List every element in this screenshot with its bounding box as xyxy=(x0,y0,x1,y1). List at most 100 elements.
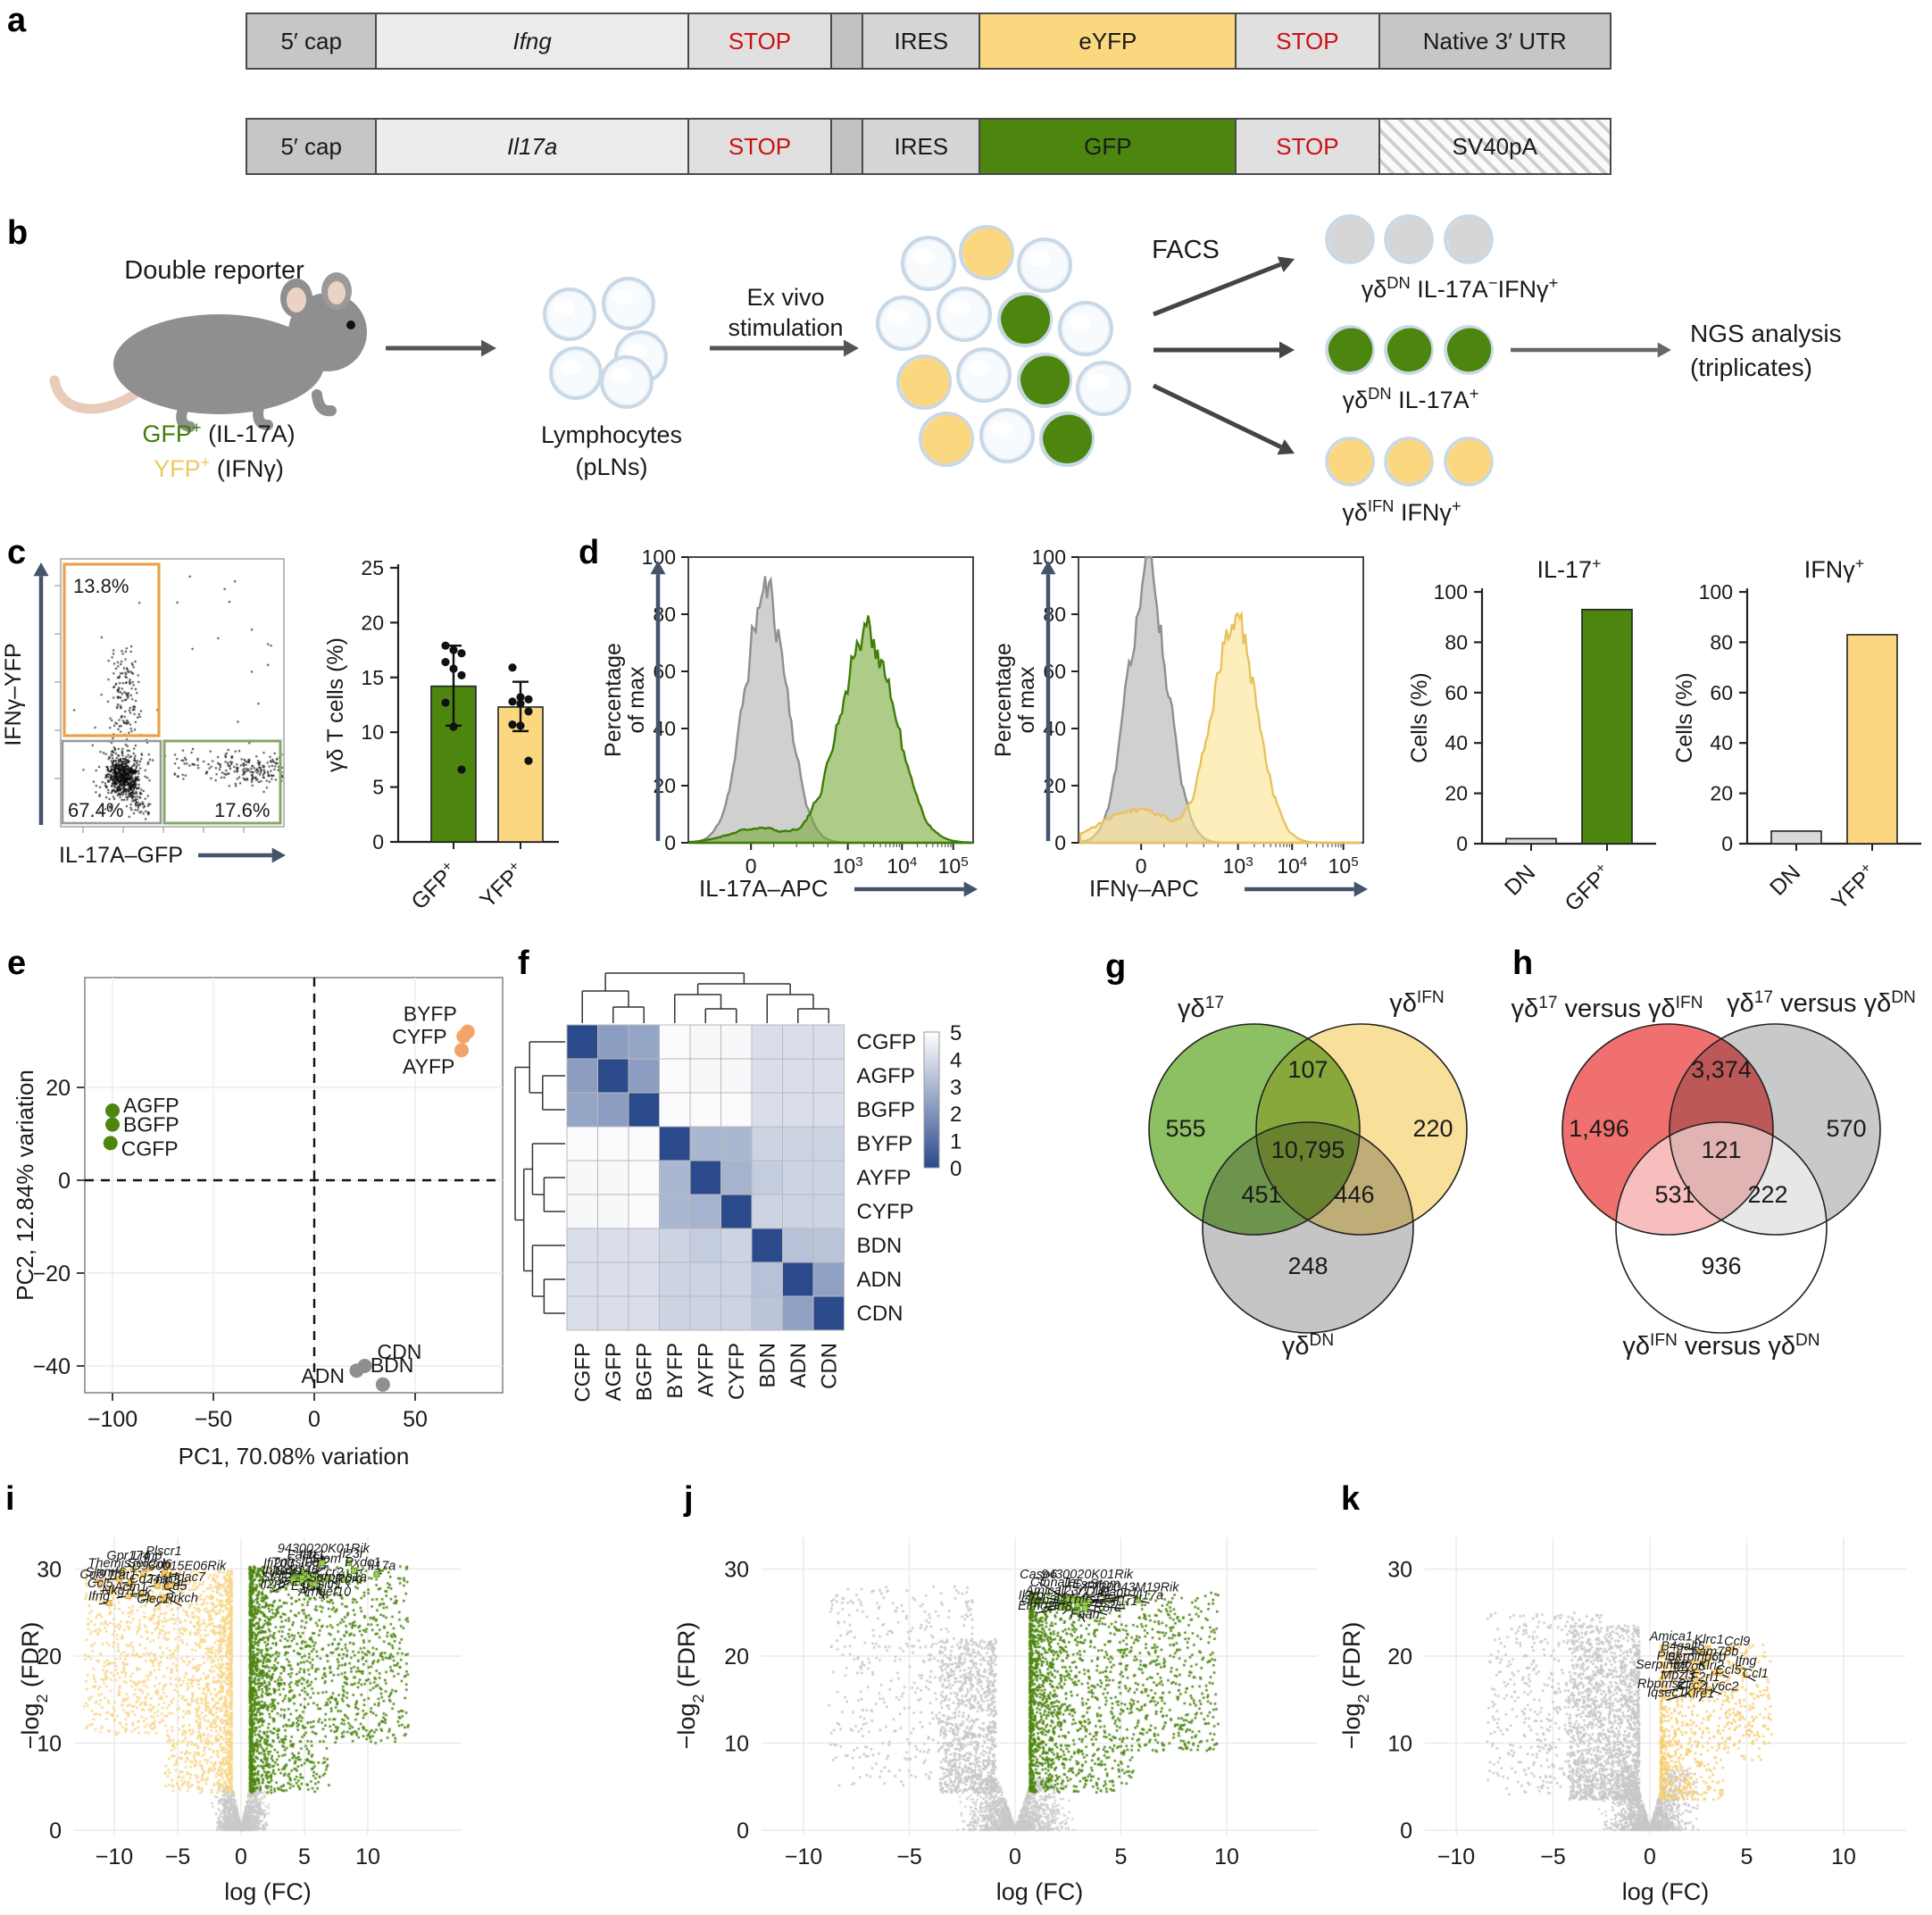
heatmap-row-label: AGFP xyxy=(857,1064,915,1088)
heatmap-cell xyxy=(751,1024,783,1060)
heatmap-cell xyxy=(720,1058,753,1094)
cell-green xyxy=(1038,411,1095,468)
y-tick: 30 xyxy=(724,1558,749,1583)
heatmap-cell xyxy=(628,1126,660,1161)
construct-segment-5′ cap: 5′ cap xyxy=(247,14,376,68)
cell-plain xyxy=(978,407,1036,464)
y-tick: 20 xyxy=(361,611,384,634)
cell-yellow xyxy=(895,354,953,411)
heatmap-cell xyxy=(782,1261,814,1297)
heatmap-cell xyxy=(659,1024,691,1060)
heatmap-cell xyxy=(689,1194,721,1229)
heatmap-cell xyxy=(751,1160,783,1195)
construct-segment-Il17a: Il17a xyxy=(375,120,687,173)
heatmap-cell xyxy=(782,1160,814,1195)
heatmap-cell xyxy=(597,1092,629,1128)
gene-label: Ccl9 xyxy=(1724,1635,1750,1649)
y-tick: 5 xyxy=(372,776,384,799)
heatmap-cell xyxy=(720,1092,753,1128)
gene-label: Klre1 xyxy=(1684,1686,1714,1701)
x-axis-label: PC1, 70.08% variation xyxy=(179,1443,410,1470)
heatmap-cell xyxy=(751,1058,783,1094)
y-tick: 20 xyxy=(37,1644,62,1669)
gene-label: Ccl1 xyxy=(1743,1667,1769,1681)
gene-label: F2rl1 xyxy=(1690,1670,1720,1685)
colorbar xyxy=(923,1031,940,1169)
gene-label: Ccr2 xyxy=(316,1565,344,1579)
il17a-reporter-construct: 5′ cap Il17a STOP IRES GFP STOP SV40pA xyxy=(246,118,1611,175)
x-tick: −50 xyxy=(195,1407,232,1432)
lymphocytes-label: Lymphocytes xyxy=(540,421,683,448)
x-tick: −10 xyxy=(96,1844,133,1869)
cell-plain xyxy=(602,277,655,330)
pca-point-label: AYFP xyxy=(403,1054,454,1078)
heatmap-cell xyxy=(628,1228,660,1263)
deg-comparison-venn: 1,496 3,374 570 121 531 222 936 γδ17 versus γδI… xyxy=(1507,960,1932,1406)
flow-x-axis-label: IL-17A–GFP xyxy=(59,843,183,868)
y-axis-label: −log2 (FDR) xyxy=(17,1622,51,1750)
heatmap-cell xyxy=(689,1261,721,1297)
gene-label: Nkg7 xyxy=(102,1584,133,1598)
venn-set-label-b: γδIFN xyxy=(1389,988,1444,1019)
x-tick: 5 xyxy=(298,1844,311,1869)
gene-label: Stom xyxy=(1090,1577,1120,1591)
heatmap-cell xyxy=(812,1194,845,1229)
x-tick: 0 xyxy=(1136,854,1147,878)
y-axis-label-1: Percentage xyxy=(991,643,1016,757)
heatmap-cell xyxy=(566,1295,598,1331)
x-tick: 105 xyxy=(1328,854,1359,878)
x-axis-label: log (FC) xyxy=(1622,1878,1710,1905)
heatmap-cell xyxy=(566,1194,598,1229)
heatmap-col-label: BDN xyxy=(755,1343,779,1388)
x-tick: 5 xyxy=(1741,1844,1753,1869)
heatmap-cell xyxy=(597,1261,629,1297)
workflow-schematic xyxy=(49,214,1671,487)
ngs-label-2: (triplicates) xyxy=(1690,354,1812,381)
y-tick: 15 xyxy=(361,666,384,689)
y-axis-label: γδ T cells (%) xyxy=(323,637,348,772)
heatmap-cell xyxy=(751,1261,783,1297)
x-tick: 10 xyxy=(355,1844,380,1869)
gene-label: Tnfrsf25 xyxy=(271,1556,320,1570)
cell-plain xyxy=(875,295,932,352)
gene-label: Slamf6 xyxy=(85,1565,126,1579)
x-tick: 105 xyxy=(938,854,969,878)
ifng-apc-histogram: 0 20 40 60 80 100 Percentage of max 0 103 104 105 IF… xyxy=(991,545,1390,935)
gene-label: Il1r1 xyxy=(1112,1594,1137,1609)
heatmap-cell xyxy=(720,1228,753,1263)
gene-label: Cd6 xyxy=(148,1558,173,1572)
heatmap-cell xyxy=(782,1058,814,1094)
pca-plot: −100 −50 0 50 20 0 −20 −40 AGFP BGFP CGFP BYFP CYFP A… xyxy=(12,942,527,1478)
heatmap-cell xyxy=(566,1092,598,1128)
category-label: YFP+ xyxy=(475,858,530,913)
venn-set-label-b: γδ17 versus γδDN xyxy=(1727,988,1916,1019)
y-tick: 100 xyxy=(1699,580,1733,604)
gene-label: Ifi203 xyxy=(263,1557,295,1571)
y-tick: 20 xyxy=(1710,782,1733,805)
venn-set-label-a: γδ17 versus γδIFN xyxy=(1511,994,1703,1024)
construct-segment-STOP: STOP xyxy=(1235,120,1378,173)
y-tick: 0 xyxy=(1400,1819,1412,1844)
gene-label: Ctnna1 xyxy=(1030,1576,1072,1590)
x-tick: 50 xyxy=(403,1407,428,1432)
heatmap-cell xyxy=(812,1228,845,1263)
cell-plain xyxy=(549,346,603,400)
population-label-dn: γδDN IL-17A−IFNγ+ xyxy=(1361,273,1559,303)
y-axis-label-1: Percentage xyxy=(601,643,626,757)
heatmap-cell xyxy=(782,1092,814,1128)
heatmap-cell xyxy=(597,1058,629,1094)
heatmap-cell xyxy=(659,1092,691,1128)
double-reporter-title: Double reporter xyxy=(124,256,304,285)
x-tick: 10 xyxy=(1214,1844,1239,1869)
panel-letter-e: e xyxy=(7,945,27,982)
y-tick: 0 xyxy=(664,831,676,854)
il17a-apc-histogram: 0 20 40 60 80 100 Percentage of max 0 103 104 105 IL… xyxy=(601,545,1000,935)
y-tick: 40 xyxy=(1445,731,1468,754)
pca-point-label: BYFP xyxy=(404,1003,457,1026)
heatmap-row-label: CYFP xyxy=(857,1200,914,1224)
heatmap-cell xyxy=(812,1160,845,1195)
heatmap-cell xyxy=(566,1160,598,1195)
heatmap-cell xyxy=(782,1228,814,1263)
gene-label: Tnfrsf25 xyxy=(1067,1593,1115,1607)
construct-segment-IRES: IRES xyxy=(862,14,979,68)
